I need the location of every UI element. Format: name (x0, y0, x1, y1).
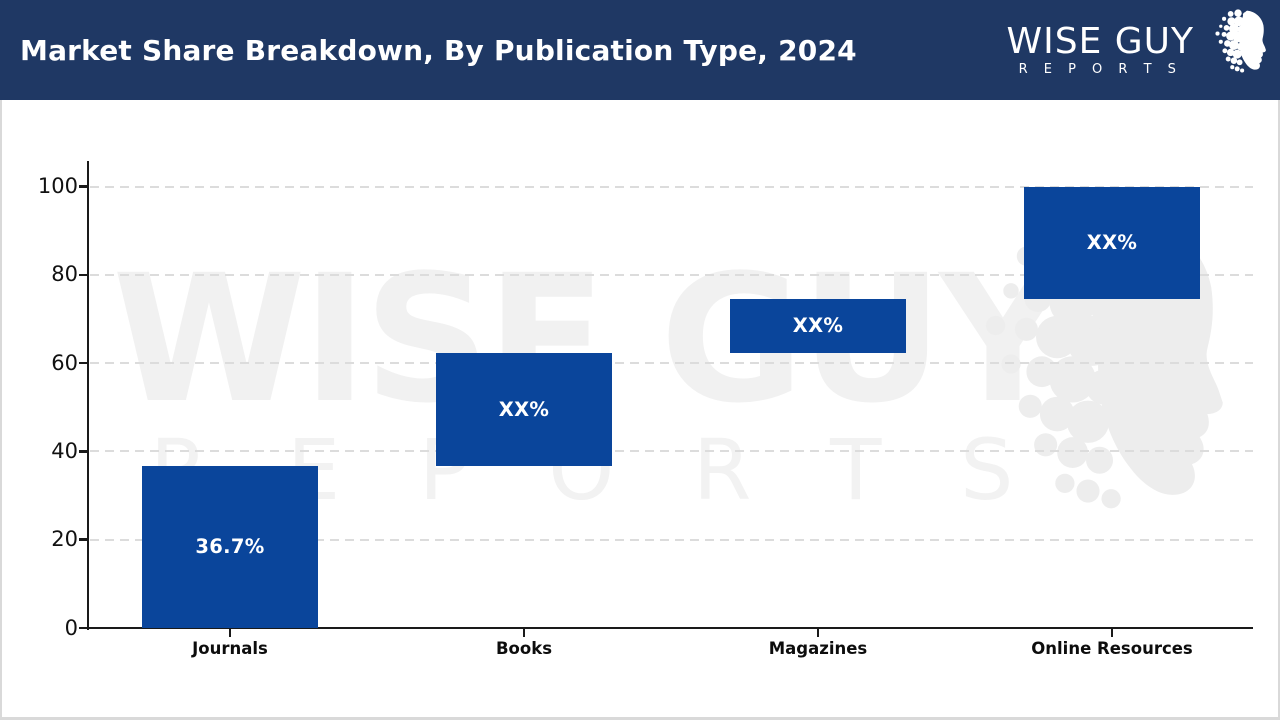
logo-wordmark: WISE GUY (1006, 21, 1194, 63)
y-axis-label-40: 40 (51, 438, 78, 463)
bar-value-label-online-resources: XX% (1086, 231, 1138, 255)
y-axis-tick-100 (79, 185, 88, 188)
x-category-label-books: Books (495, 639, 553, 658)
gridline-20 (90, 538, 1253, 541)
page-border-left (0, 100, 2, 720)
logo-head-icon (1188, 7, 1270, 93)
y-axis-tick-0 (79, 626, 88, 630)
bar-magazines: XX% (730, 298, 906, 353)
x-axis-tick-books (522, 629, 526, 637)
gridline-80 (90, 273, 1253, 276)
bar-books: XX% (436, 352, 612, 466)
y-axis-tick-80 (79, 273, 88, 277)
bar-value-label-books: XX% (498, 397, 550, 421)
y-axis-label-100: 100 (37, 174, 78, 198)
chart-title: Market Share Breakdown, By Publication T… (20, 33, 857, 67)
header-bar: Market Share Breakdown, By Publication T… (0, 0, 1280, 100)
y-axis-label-20: 20 (51, 527, 78, 552)
bar-online-resources: XX% (1024, 186, 1200, 299)
x-category-label-magazines: Magazines (768, 639, 868, 658)
x-axis-tick-online-resources (1110, 629, 1114, 637)
gridline-60 (90, 362, 1253, 365)
bar-journals: 36.7% (142, 465, 318, 628)
logo-reports-text: R E P O R T S (1018, 61, 1182, 77)
x-category-label-journals: Journals (192, 639, 268, 658)
x-axis-line (86, 626, 1253, 629)
x-axis-tick-journals (228, 629, 232, 637)
y-axis-label-60: 60 (51, 350, 78, 375)
y-axis-tick-20 (79, 538, 88, 541)
logo-text: WISE GUY R E P O R T S (1007, 23, 1195, 77)
gridline-100 (90, 185, 1253, 188)
gridline-40 (90, 450, 1253, 453)
y-axis-label-0: 0 (64, 615, 78, 640)
bar-value-label-journals: 36.7% (195, 535, 265, 559)
y-axis-line (86, 161, 90, 630)
wise-guy-reports-logo: WISE GUY R E P O R T S (1007, 4, 1271, 96)
x-axis-tick-magazines (816, 629, 820, 637)
bar-value-label-magazines: XX% (792, 314, 844, 338)
x-category-label-online-resources: Online Resources (1031, 639, 1193, 658)
y-axis-tick-60 (79, 361, 88, 365)
y-axis-tick-40 (79, 450, 88, 453)
page-border-bottom (0, 717, 1280, 720)
y-axis-label-80: 80 (51, 262, 78, 287)
page-border-right (1278, 100, 1280, 720)
